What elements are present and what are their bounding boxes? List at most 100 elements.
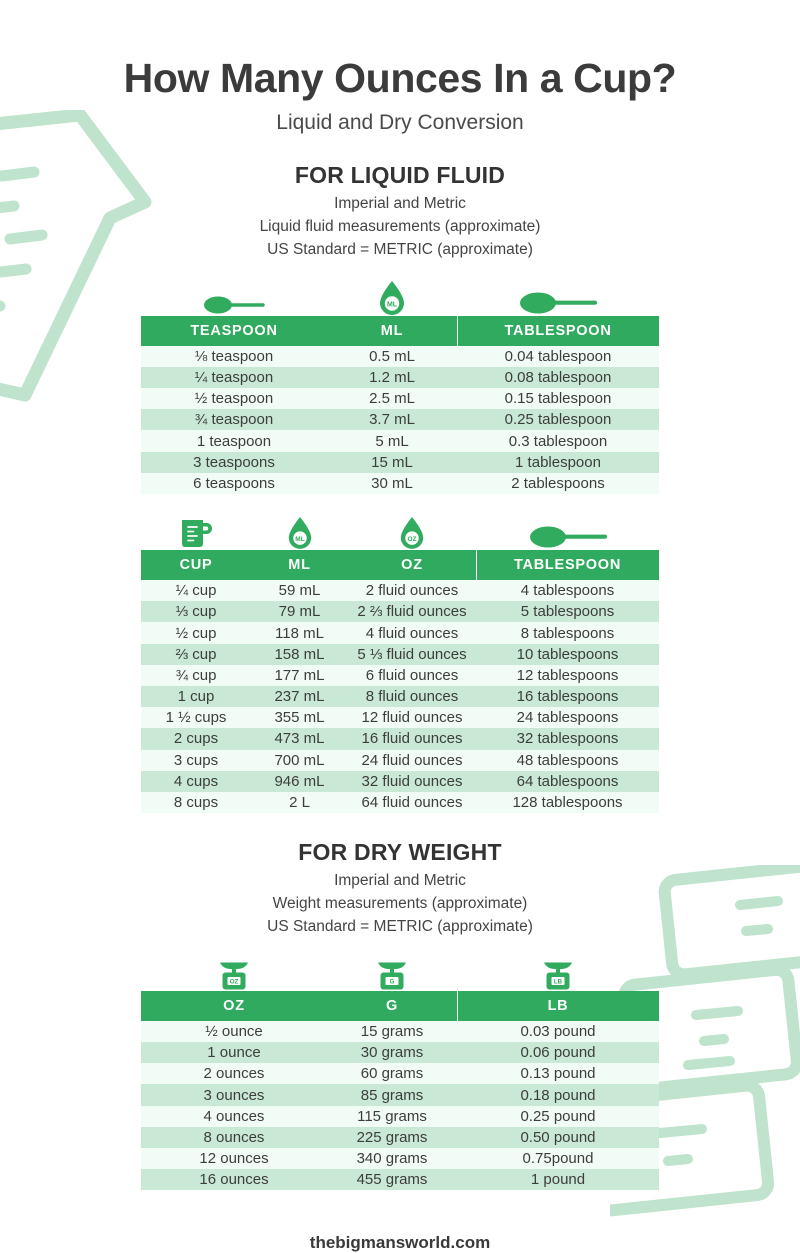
liquid-section-heading: FOR LIQUID FLUID [294,161,506,188]
table-row: 8 ounces 225 grams 0.50 pound [141,1126,659,1149]
table-row: 2 ounces 60 grams 0.13 pound [141,1063,659,1085]
col-header-g: G [327,990,457,1021]
cell-cup: 4 cups [141,770,251,792]
scale-oz-icon: OZ [220,962,248,990]
scale-g-icon: G [378,962,406,990]
cell-tablespoon: 0.15 tablespoon [457,388,659,410]
scale-g-icon-cell: G [327,951,457,991]
cell-tablespoon: 8 tablespoons [476,622,659,644]
cell-tablespoon: 5 tablespoons [476,601,659,623]
cell-teaspoon: ⅛ teaspoon [141,345,327,367]
cell-cup: ¾ cup [141,664,251,686]
cell-cup: ¼ cup [141,580,251,602]
cell-lb: 1 pound [457,1169,659,1191]
cell-teaspoon: 1 teaspoon [141,430,327,452]
table-header-row: OZ G LB [141,990,659,1021]
table-row: ⅛ teaspoon 0.5 mL 0.04 tablespoon [141,345,659,367]
cell-tablespoon: 2 tablespoons [457,472,659,495]
cell-lb: 0.18 pound [457,1084,659,1106]
cell-oz: 6 fluid ounces [348,664,476,686]
teaspoon-conversion-table: TEASPOON ML TABLESPOON ⅛ teaspoon 0.5 mL 0… [141,315,659,495]
table-row: ¾ teaspoon 3.7 mL 0.25 tablespoon [141,409,659,431]
cell-oz: 4 fluid ounces [348,622,476,644]
cell-g: 15 grams [327,1020,457,1043]
cell-oz: 2 ounces [141,1063,327,1085]
dry-note-line-1: Imperial and Metric [334,872,466,890]
cup-table-icon-row: ML OZ [141,510,659,550]
table-header-row: CUP ML OZ TABLESPOON [141,550,659,581]
cell-tablespoon: 16 tablespoons [476,685,659,708]
table-row: ¾ cup 177 mL 6 fluid ounces 12 tablespoons [141,664,659,686]
cell-cup: 3 cups [141,749,251,771]
cell-oz: 8 ounces [141,1126,327,1149]
col-header-ml: ML [251,550,348,581]
cell-tablespoon: 128 tablespoons [476,791,659,814]
cell-lb: 0.03 pound [457,1020,659,1043]
dry-note-line-2: Weight measurements (approximate) [272,895,528,913]
cell-oz: 8 fluid ounces [348,685,476,708]
cell-ml: 473 mL [251,728,348,750]
cell-g: 85 grams [327,1084,457,1106]
cell-ml: 15 mL [327,451,457,473]
measuring-cup-icon [182,520,212,548]
cell-cup: ½ cup [141,622,251,644]
col-header-tablespoon: TABLESPOON [457,315,659,346]
table-row: ½ teaspoon 2.5 mL 0.15 tablespoon [141,388,659,410]
page-subtitle: Liquid and Dry Conversion [276,110,524,134]
cup-tablespoon-icon-cell [476,510,659,550]
col-header-oz: OZ [141,990,327,1021]
table-header-row: TEASPOON ML TABLESPOON [141,315,659,346]
scale-g-label: G [390,978,395,985]
ml-droplet-icon: ML [380,280,404,315]
cell-ml: 355 mL [251,707,348,729]
cup-ml-droplet-icon-cell: ML [251,510,348,550]
table-row: 16 ounces 455 grams 1 pound [141,1169,659,1191]
dry-note-line-3: US Standard = METRIC (approximate) [267,917,533,935]
cell-ml: 2.5 mL [327,388,457,410]
cell-ml: 118 mL [251,622,348,644]
cell-oz: 5 ⅓ fluid ounces [348,643,476,665]
cell-tablespoon: 1 tablespoon [457,451,659,473]
table-row: 8 cups 2 L 64 fluid ounces 128 tablespoons [141,791,659,814]
table-row: 1 cup 237 mL 8 fluid ounces 16 tablespoons [141,685,659,708]
cell-ml: 30 mL [327,472,457,495]
cell-tablespoon: 0.08 tablespoon [457,366,659,389]
scale-lb-label: LB [554,978,563,985]
cell-ml: 5 mL [327,430,457,452]
cell-oz: 2 fluid ounces [348,580,476,602]
cell-oz: 32 fluid ounces [348,770,476,792]
cell-oz: 4 ounces [141,1105,327,1127]
cell-tablespoon: 0.3 tablespoon [457,430,659,452]
cell-cup: ⅔ cup [141,643,251,665]
table-row: 2 cups 473 mL 16 fluid ounces 32 tablespoon… [141,728,659,750]
cell-cup: 1 ½ cups [141,707,251,729]
ml-droplet-icon-cell: ML [327,276,457,316]
teaspoon-table-body: ⅛ teaspoon 0.5 mL 0.04 tablespoon ¼ teaspo… [141,345,659,495]
table-row: ¼ cup 59 mL 2 fluid ounces 4 tablespoons [141,580,659,602]
dry-section-note: Imperial and Metric Weight measurements … [0,870,800,939]
cell-teaspoon: ¼ teaspoon [141,366,327,389]
ml-droplet-label: ML [295,536,304,543]
cell-ml: 158 mL [251,643,348,665]
cell-ml: 2 L [251,791,348,814]
cell-ml: 700 mL [251,749,348,771]
cell-ml: 0.5 mL [327,345,457,367]
scale-oz-label: OZ [230,978,239,985]
cell-oz: 2 ⅔ fluid ounces [348,601,476,623]
tablespoon-icon [520,292,597,314]
cell-ml: 237 mL [251,685,348,708]
cell-g: 340 grams [327,1148,457,1170]
table-row: 3 cups 700 mL 24 fluid ounces 48 tablespoon… [141,749,659,771]
liquid-note-line-1: Imperial and Metric [334,194,466,212]
cell-oz: 12 fluid ounces [348,707,476,729]
cell-tablespoon: 48 tablespoons [476,749,659,771]
cell-oz: 64 fluid ounces [348,791,476,814]
tablespoon-icon-cell [457,276,659,316]
cell-teaspoon: 6 teaspoons [141,472,327,495]
cell-cup: 1 cup [141,685,251,708]
footer-site-url: thebigmansworld.com [309,1233,491,1253]
cell-oz: 3 ounces [141,1084,327,1106]
cell-oz: 16 fluid ounces [348,728,476,750]
cell-oz: 12 ounces [141,1148,327,1170]
